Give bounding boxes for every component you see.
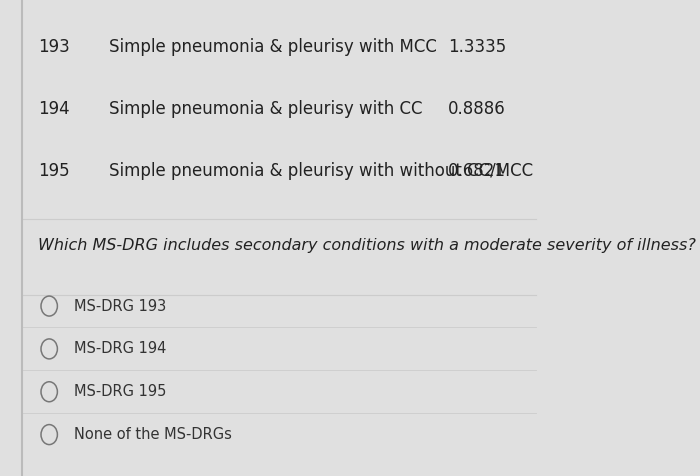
Text: 1.3335: 1.3335 [448, 38, 507, 56]
Text: 0.8886: 0.8886 [448, 100, 506, 118]
Text: 194: 194 [38, 100, 70, 118]
Text: Which MS-DRG includes secondary conditions with a moderate severity of illness?: Which MS-DRG includes secondary conditio… [38, 238, 696, 253]
Text: Simple pneumonia & pleurisy with MCC: Simple pneumonia & pleurisy with MCC [109, 38, 437, 56]
Text: Simple pneumonia & pleurisy with CC: Simple pneumonia & pleurisy with CC [109, 100, 423, 118]
Text: Simple pneumonia & pleurisy with without CC/MCC: Simple pneumonia & pleurisy with without… [109, 162, 533, 180]
Text: 195: 195 [38, 162, 70, 180]
Text: MS-DRG 194: MS-DRG 194 [74, 341, 166, 357]
Text: 0.6821: 0.6821 [448, 162, 506, 180]
Text: None of the MS-DRGs: None of the MS-DRGs [74, 427, 232, 442]
Text: 193: 193 [38, 38, 70, 56]
Text: MS-DRG 193: MS-DRG 193 [74, 298, 166, 314]
Text: MS-DRG 195: MS-DRG 195 [74, 384, 166, 399]
